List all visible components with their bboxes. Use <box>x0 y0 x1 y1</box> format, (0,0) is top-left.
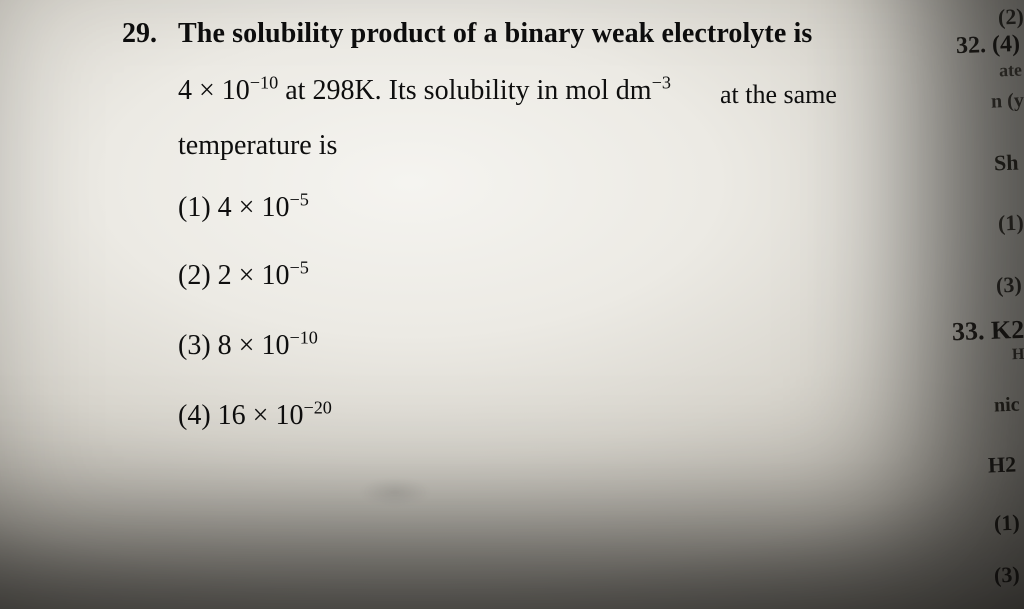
option-4: (4) 16 × 10−20 <box>178 400 332 432</box>
option-1: (1) 4 × 10−5 <box>178 192 309 224</box>
edge-fragment: H <box>1011 346 1024 364</box>
edge-fragment: 33. K2 <box>951 315 1024 348</box>
edge-fragment: Sh <box>993 150 1018 177</box>
paper-smudge <box>360 478 430 506</box>
option-2: (2) 2 × 10−5 <box>178 260 309 292</box>
edge-fragment: (3) <box>994 562 1021 589</box>
question-line-2: 4 × 10−10 at 298K. Its solubility in mol… <box>178 75 671 107</box>
edge-fragment: nic <box>994 394 1020 418</box>
textbook-page-photo: 29. The solubility product of a binary w… <box>0 0 1024 609</box>
question-number: 29. <box>122 18 157 50</box>
option-3: (3) 8 × 10−10 <box>178 330 318 362</box>
question-line-1: The solubility product of a binary weak … <box>178 18 812 50</box>
edge-fragment: 32. (4) <box>956 31 1021 60</box>
edge-fragment: (3) <box>996 272 1023 299</box>
edge-fragment: (2) <box>998 4 1024 31</box>
edge-fragment: ate <box>999 60 1023 82</box>
edge-fragment: H2 <box>987 452 1016 479</box>
question-line-2-tail: at the same <box>720 80 837 110</box>
edge-fragment: (1) <box>994 510 1021 537</box>
edge-fragment: n (y <box>991 89 1024 113</box>
edge-fragment: (1) <box>998 210 1024 237</box>
question-line-3: temperature is <box>178 130 337 162</box>
